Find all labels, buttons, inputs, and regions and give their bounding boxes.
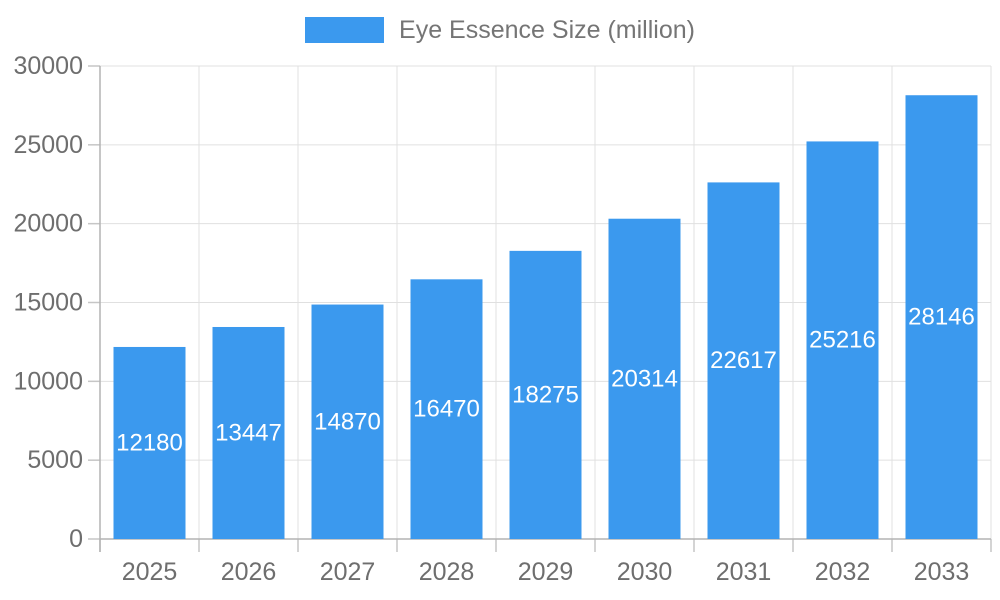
bar bbox=[509, 250, 582, 539]
bar-value-label: 16470 bbox=[413, 396, 480, 423]
y-tick-label: 25000 bbox=[13, 131, 83, 159]
bar bbox=[113, 346, 186, 539]
legend-swatch bbox=[305, 17, 385, 43]
x-tick-label: 2029 bbox=[518, 558, 574, 586]
y-tick-label: 10000 bbox=[13, 367, 83, 395]
bar-value-label: 22617 bbox=[710, 347, 777, 374]
bar bbox=[707, 182, 780, 539]
chart-legend: Eye Essence Size (million) bbox=[0, 17, 1000, 43]
x-tick-label: 2030 bbox=[617, 558, 673, 586]
x-tick-label: 2025 bbox=[122, 558, 178, 586]
bar-value-label: 14870 bbox=[314, 408, 381, 435]
bar-value-label: 18275 bbox=[512, 381, 579, 408]
legend-label: Eye Essence Size (million) bbox=[399, 16, 695, 44]
bar bbox=[311, 304, 384, 539]
bar-value-label: 13447 bbox=[215, 419, 282, 446]
bar bbox=[212, 326, 285, 539]
x-tick-label: 2028 bbox=[419, 558, 475, 586]
bar-value-label: 25216 bbox=[809, 327, 876, 354]
legend-item[interactable]: Eye Essence Size (million) bbox=[305, 17, 695, 43]
bar-value-label: 20314 bbox=[611, 365, 678, 392]
bar bbox=[905, 95, 978, 540]
x-tick-label: 2033 bbox=[914, 558, 970, 586]
bar bbox=[806, 141, 879, 539]
y-tick-label: 15000 bbox=[13, 289, 83, 317]
y-tick-label: 30000 bbox=[13, 52, 83, 80]
y-tick-label: 0 bbox=[69, 525, 83, 553]
bar-value-label: 28146 bbox=[908, 304, 975, 331]
x-tick-label: 2026 bbox=[221, 558, 277, 586]
x-tick-label: 2027 bbox=[320, 558, 376, 586]
y-tick-label: 5000 bbox=[27, 446, 83, 474]
x-tick-label: 2032 bbox=[815, 558, 871, 586]
y-tick-label: 20000 bbox=[13, 210, 83, 238]
bar bbox=[608, 218, 681, 539]
bar-value-label: 12180 bbox=[116, 429, 183, 456]
bar bbox=[410, 279, 483, 539]
x-tick-label: 2031 bbox=[716, 558, 772, 586]
